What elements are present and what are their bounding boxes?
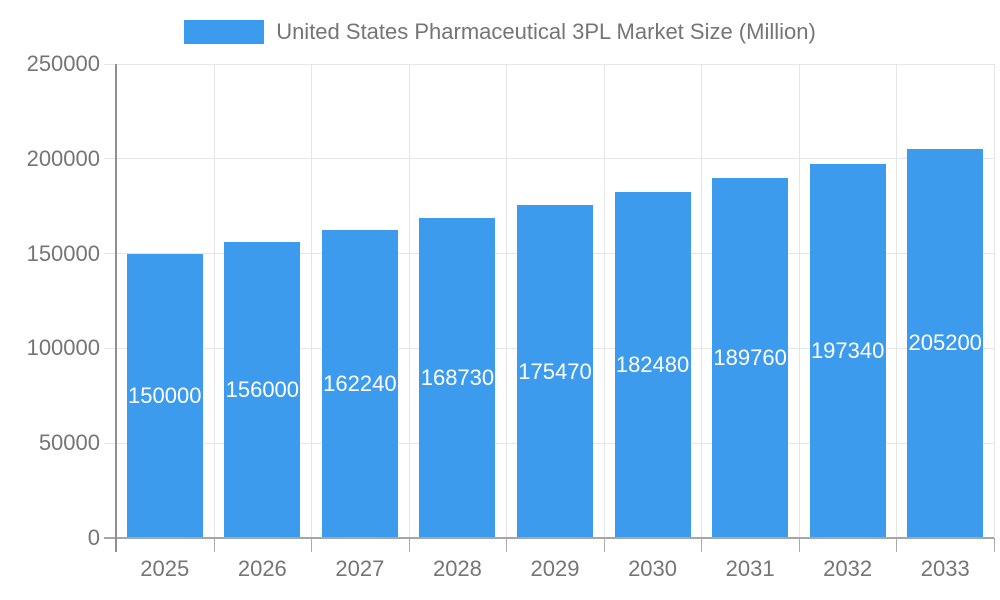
gridline-vertical xyxy=(310,64,312,538)
x-axis-tick xyxy=(700,538,702,552)
gridline-vertical xyxy=(798,64,800,538)
bar-2027: 162240 xyxy=(321,230,398,538)
x-axis-tick xyxy=(603,538,605,552)
gridline-vertical xyxy=(603,64,605,538)
x-tick-label: 2028 xyxy=(432,556,482,581)
bar-2033: 205200 xyxy=(907,148,984,538)
x-tick-label: 2031 xyxy=(725,556,775,581)
x-axis-tick xyxy=(213,538,215,552)
gridline-horizontal xyxy=(104,158,994,160)
bar-value-label: 175470 xyxy=(518,358,592,384)
gridline-horizontal xyxy=(104,63,994,65)
bar-value-label: 205200 xyxy=(908,330,982,356)
legend[interactable]: United States Pharmaceutical 3PL Market … xyxy=(0,20,1000,44)
x-tick-label: 2025 xyxy=(140,556,190,581)
bar-value-label: 150000 xyxy=(128,382,202,408)
bar-2032: 197340 xyxy=(809,163,886,538)
bar-2031: 189760 xyxy=(712,178,789,538)
bar-value-label: 168730 xyxy=(420,365,495,391)
bar-value-label: 189760 xyxy=(713,345,787,371)
bar-value-label: 156000 xyxy=(225,377,300,403)
x-axis-tick xyxy=(505,538,507,552)
x-tick-label: 2032 xyxy=(823,556,873,581)
x-axis-tick xyxy=(408,538,410,552)
bar-value-label: 197340 xyxy=(810,337,885,363)
bar-2026: 156000 xyxy=(224,242,301,538)
x-axis-tick xyxy=(798,538,800,552)
y-tick-label: 150000 xyxy=(26,240,100,266)
y-tick-label: 200000 xyxy=(26,145,100,171)
gridline-vertical xyxy=(993,64,995,538)
y-tick-label: 50000 xyxy=(38,430,100,456)
bar-2030: 182480 xyxy=(614,192,691,538)
y-tick-label: 0 xyxy=(87,525,100,550)
x-tick-label: 2029 xyxy=(530,556,580,581)
x-tick-label: 2033 xyxy=(920,556,970,581)
y-axis-line xyxy=(115,64,117,552)
x-tick-label: 2027 xyxy=(335,556,385,581)
x-axis-tick xyxy=(895,538,897,552)
bar-value-label: 162240 xyxy=(323,371,397,397)
gridline-vertical xyxy=(408,64,410,538)
bar-2029: 175470 xyxy=(517,205,593,538)
y-tick-label: 100000 xyxy=(26,335,100,361)
gridline-vertical xyxy=(213,64,215,538)
gridline-vertical xyxy=(895,64,897,538)
bar-2028: 168730 xyxy=(419,218,496,538)
x-axis-tick xyxy=(993,538,995,552)
x-axis-line xyxy=(104,537,994,539)
x-axis-tick xyxy=(310,538,312,552)
legend-label: United States Pharmaceutical 3PL Market … xyxy=(276,19,816,44)
bar-value-label: 182480 xyxy=(615,352,690,377)
y-tick-label: 250000 xyxy=(26,51,100,76)
x-tick-label: 2026 xyxy=(237,556,287,581)
bar-2025: 150000 xyxy=(126,253,203,538)
gridline-vertical xyxy=(700,64,702,538)
plot-area: 150000 156000 162240 168730 175470 182480 1897… xyxy=(104,63,995,552)
x-tick-label: 2030 xyxy=(628,556,678,581)
legend-swatch xyxy=(184,20,265,44)
gridline-vertical xyxy=(505,64,507,538)
